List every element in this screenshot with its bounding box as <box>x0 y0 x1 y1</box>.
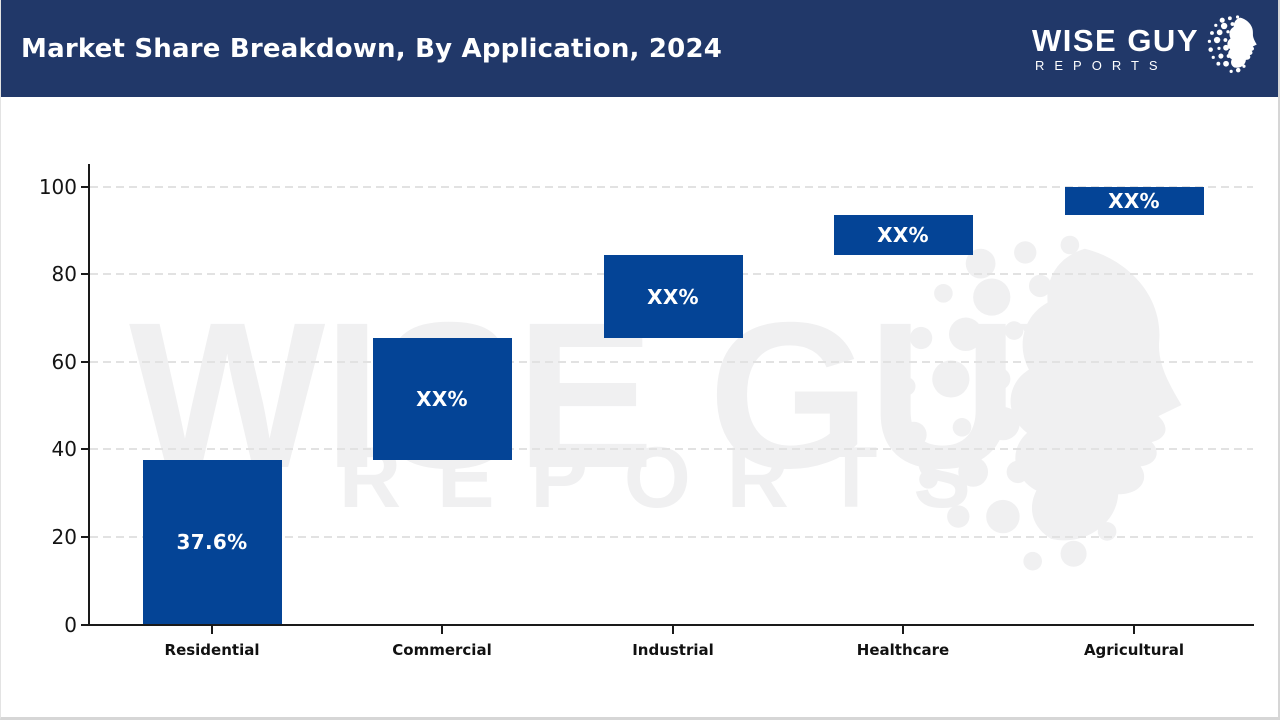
y-tick-100 <box>81 185 88 188</box>
logo-face-icon <box>1203 11 1267 87</box>
x-category-label-healthcare: Healthcare <box>856 640 950 659</box>
x-category-label-agricultural: Agricultural <box>1083 640 1185 659</box>
y-tick-0 <box>81 623 88 626</box>
gridline-60 <box>90 360 1253 363</box>
bar-healthcare: XX% <box>833 215 973 255</box>
y-tick-label-100: 100 <box>38 174 77 199</box>
chart-area: WISE GUY REPORTS 0 20 40 60 80 100 37.6% Reside… <box>1 97 1278 717</box>
header-banner: Market Share Breakdown, By Application, … <box>1 0 1278 97</box>
x-tick-industrial <box>672 625 674 634</box>
logo-wordmark-block: WISE GUY REPORTS <box>1031 22 1199 74</box>
bar-value-label-agricultural: XX% <box>1108 188 1160 213</box>
x-tick-healthcare <box>902 625 904 634</box>
logo-wordmark: WISE GUY <box>1031 22 1199 58</box>
bar-industrial: XX% <box>603 254 743 339</box>
x-category-label-industrial: Industrial <box>632 640 714 659</box>
y-tick-label-80: 80 <box>51 262 77 287</box>
x-tick-agricultural <box>1133 625 1135 634</box>
x-tick-commercial <box>441 625 443 634</box>
y-tick-label-20: 20 <box>51 524 77 549</box>
logo-subtitle: REPORTS <box>1034 57 1168 73</box>
x-category-label-residential: Residential <box>164 640 260 659</box>
y-tick-40 <box>81 448 88 451</box>
bar-value-label-commercial: XX% <box>416 387 468 412</box>
y-tick-60 <box>81 360 88 363</box>
gridline-20 <box>90 535 1253 538</box>
bar-value-label-healthcare: XX% <box>877 223 929 248</box>
bar-value-label-residential: 37.6% <box>176 530 248 555</box>
y-tick-label-40: 40 <box>51 437 77 462</box>
y-axis-line <box>88 164 90 626</box>
y-tick-80 <box>81 273 88 276</box>
bar-value-label-industrial: XX% <box>647 284 699 309</box>
x-axis-line <box>88 624 1254 626</box>
gridline-40 <box>90 448 1253 451</box>
y-tick-label-60: 60 <box>51 349 77 374</box>
watermark-face-icon <box>869 225 1241 637</box>
bar-residential: 37.6% <box>142 459 282 625</box>
y-tick-label-0: 0 <box>64 612 77 637</box>
y-tick-20 <box>81 535 88 538</box>
page-title: Market Share Breakdown, By Application, … <box>21 33 723 64</box>
x-tick-residential <box>211 625 213 634</box>
brand-logo: WISE GUY REPORTS <box>1032 11 1267 87</box>
gridline-100 <box>90 185 1253 188</box>
x-category-label-commercial: Commercial <box>392 640 492 659</box>
bar-agricultural: XX% <box>1064 186 1204 216</box>
bar-commercial: XX% <box>372 338 512 460</box>
